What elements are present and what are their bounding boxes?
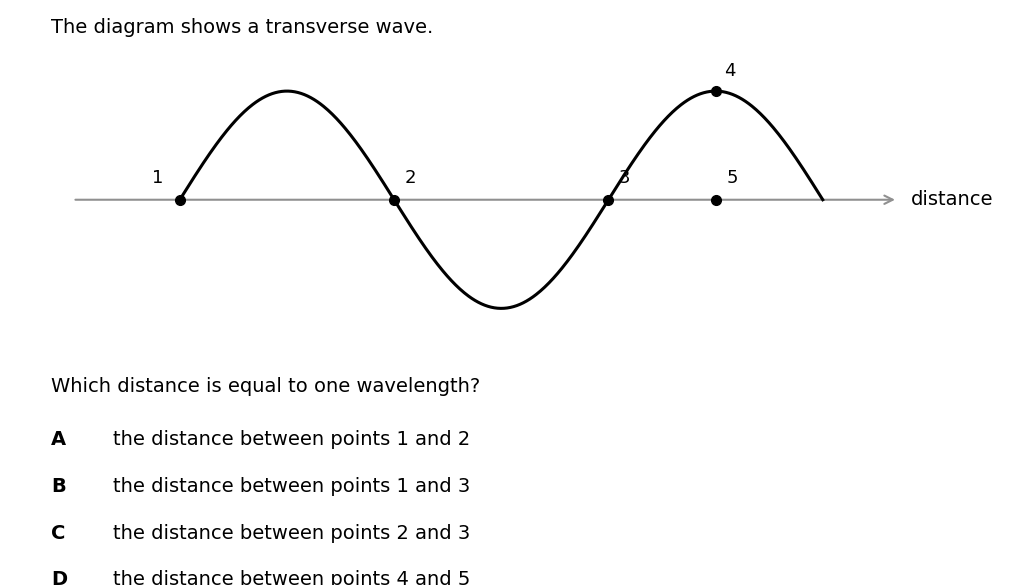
Text: 2: 2 xyxy=(404,168,417,187)
Text: C: C xyxy=(51,524,66,542)
Text: 3: 3 xyxy=(620,168,631,187)
Text: A: A xyxy=(51,430,67,449)
Text: the distance between points 1 and 2: the distance between points 1 and 2 xyxy=(113,430,470,449)
Text: Which distance is equal to one wavelength?: Which distance is equal to one wavelengt… xyxy=(51,377,480,396)
Text: the distance between points 1 and 3: the distance between points 1 and 3 xyxy=(113,477,470,495)
Text: B: B xyxy=(51,477,66,495)
Text: distance: distance xyxy=(910,190,993,209)
Text: D: D xyxy=(51,570,68,585)
Text: the distance between points 2 and 3: the distance between points 2 and 3 xyxy=(113,524,470,542)
Text: the distance between points 4 and 5: the distance between points 4 and 5 xyxy=(113,570,470,585)
Text: 1: 1 xyxy=(152,168,163,187)
Text: 4: 4 xyxy=(724,62,735,80)
Text: The diagram shows a transverse wave.: The diagram shows a transverse wave. xyxy=(51,18,433,36)
Text: 5: 5 xyxy=(726,168,738,187)
